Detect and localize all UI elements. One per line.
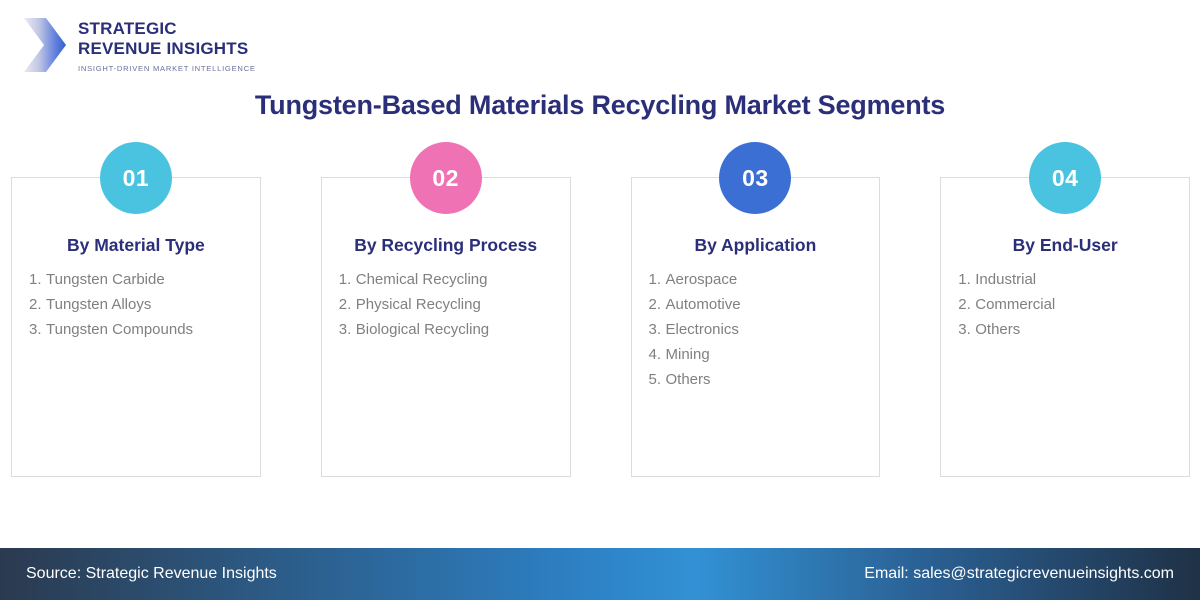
segment-number-badge-3: 03 [719,142,792,214]
list-item-label: Biological Recycling [355,321,490,338]
list-item-label: Tungsten Compounds [46,321,194,338]
list-item: 3. Biological Recycling [338,321,490,338]
segment-card-2: 02 By Recycling Process 1. Chemical Recyc… [320,142,571,477]
footer-bar: Source: Strategic Revenue Insights Email… [0,548,1200,600]
segment-number-badge-1: 01 [99,142,172,214]
segment-card-3: 03 By Application 1. Aerospace 2. Automoti… [630,142,881,477]
segment-list-3: 1. Aerospace 2. Automotive 3. Electronics 4… [632,267,880,392]
list-item: 3. Electronics [648,321,739,338]
list-item-label: Others [975,321,1021,338]
segment-list-2: 1. Chemical Recycling 2. Physical Recyclin… [322,267,570,342]
list-item-label: Tungsten Carbide [46,271,165,288]
list-item: 2. Physical Recycling [338,296,481,313]
list-item: 2. Commercial [958,296,1056,313]
list-item: 1. Chemical Recycling [338,271,488,288]
list-item: 1. Tungsten Carbide [29,271,165,288]
list-item-label: Tungsten Alloys [46,296,152,313]
footer-source: Source: Strategic Revenue Insights [26,565,277,582]
list-item-label: Commercial [975,296,1056,313]
list-item: 3. Tungsten Compounds [29,321,194,338]
footer-email: Email: sales@strategicrevenueinsights.co… [864,565,1174,582]
segment-heading-1: By Material Type [66,235,205,255]
brand-tagline: INSIGHT-DRIVEN MARKET INTELLIGENCE [78,63,256,73]
list-item: 2. Tungsten Alloys [29,296,152,313]
list-item: 2. Automotive [648,296,741,313]
list-item-label: Automotive [665,296,741,313]
list-item-label: Chemical Recycling [355,271,488,288]
list-item: 4. Mining [648,346,710,363]
segment-cards-row: 01 By Material Type 1. Tungsten Carbide 2… [11,142,1190,478]
segment-heading-2: By Recycling Process [354,235,538,255]
list-item-label: Industrial [975,271,1037,288]
segment-card-4: 04 By End-User 1. Industrial 2. Commercial… [940,142,1190,477]
brand-name-line1: STRATEGIC [78,19,177,39]
list-item-label: Others [665,371,711,388]
brand-text: STRATEGIC REVENUE INSIGHTS INSIGHT-DRIVE… [78,17,256,72]
segment-heading-3: By Application [694,235,817,255]
list-item: 3. Others [958,321,1021,338]
brand-name-line2: REVENUE INSIGHTS [78,38,249,58]
brand-logo: STRATEGIC REVENUE INSIGHTS INSIGHT-DRIVE… [22,16,256,74]
list-item-label: Mining [665,346,710,363]
list-item-label: Physical Recycling [355,296,481,313]
list-item-label: Aerospace [665,271,738,288]
segment-card-1: 01 By Material Type 1. Tungsten Carbide 2… [11,142,261,477]
segment-number-badge-4: 04 [1029,142,1102,214]
list-item: 1. Aerospace [648,271,738,288]
segment-list-4: 1. Industrial 2. Commercial 3. Others [941,267,1189,342]
list-item: 5. Others [648,371,711,388]
segment-number-badge-2: 02 [409,142,482,214]
list-item: 1. Industrial [958,271,1037,288]
chevron-arrow-icon [22,16,68,74]
list-item-label: Electronics [665,321,739,338]
page-title: Tungsten-Based Materials Recycling Marke… [254,90,946,120]
segment-heading-4: By End-User [1012,235,1118,255]
segment-list-1: 1. Tungsten Carbide 2. Tungsten Alloys 3. T… [12,267,260,342]
